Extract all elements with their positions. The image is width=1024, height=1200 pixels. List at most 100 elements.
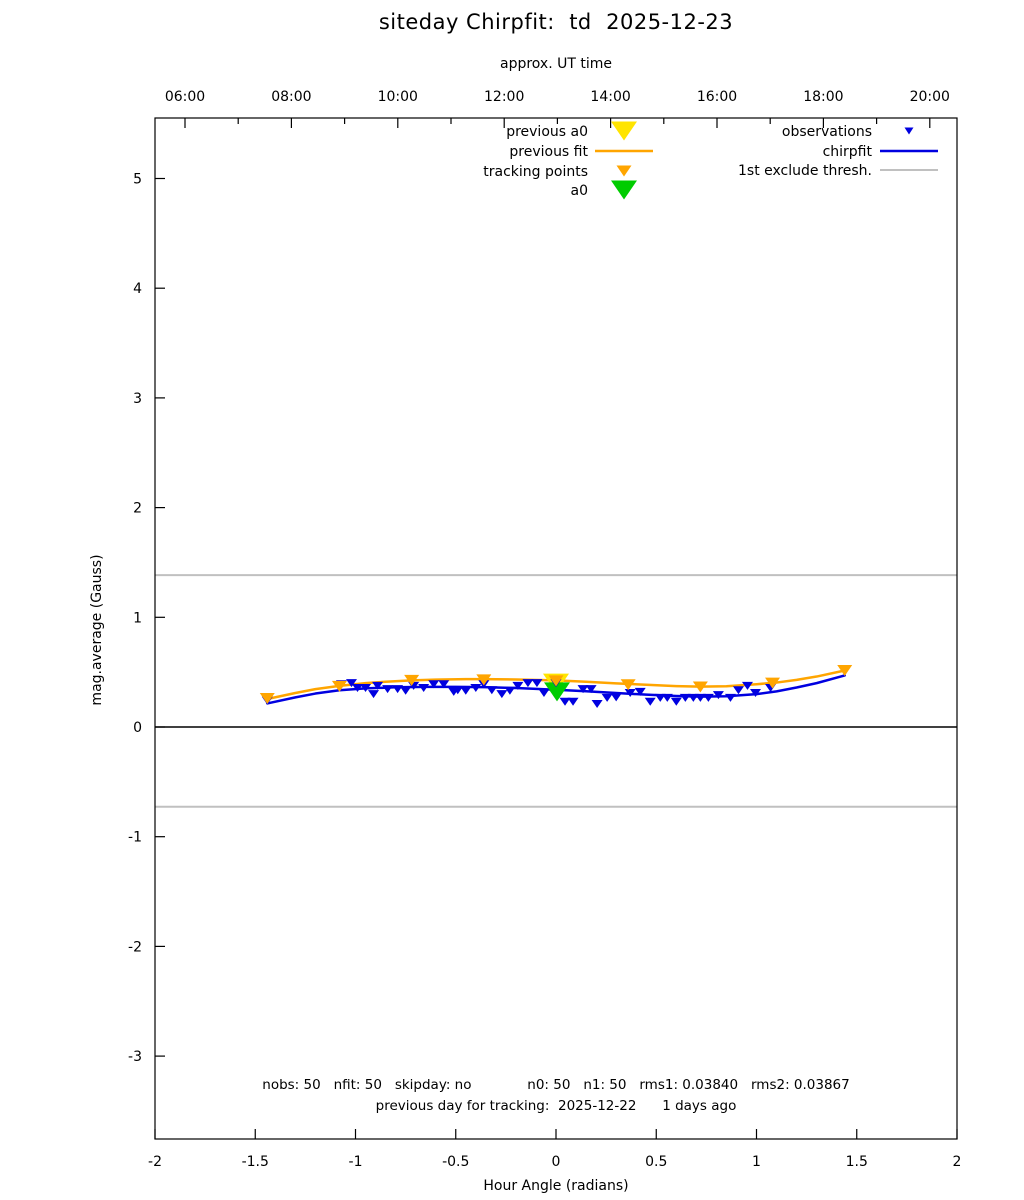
x-tick-label: 1.5 bbox=[846, 1154, 868, 1170]
observation-marker bbox=[567, 697, 579, 706]
observation-marker bbox=[724, 693, 736, 702]
observation-marker bbox=[360, 684, 372, 693]
legend-label: a0 bbox=[571, 183, 589, 199]
tracking-point-marker bbox=[620, 679, 636, 691]
observation-marker bbox=[372, 681, 384, 690]
observation-marker bbox=[749, 688, 761, 697]
y-tick-label: 0 bbox=[133, 720, 142, 736]
observation-marker bbox=[460, 686, 472, 695]
chart-title: siteday Chirpfit: td 2025-12-23 bbox=[378, 10, 734, 34]
y-tick-label: 2 bbox=[133, 501, 142, 517]
observation-marker bbox=[591, 699, 603, 708]
observation-marker bbox=[741, 681, 753, 690]
observation-marker bbox=[634, 687, 646, 696]
observation-marker bbox=[428, 680, 440, 689]
legend-label: previous fit bbox=[509, 144, 588, 160]
observation-marker bbox=[702, 693, 714, 702]
observation-marker bbox=[392, 685, 404, 694]
tracking-point-marker bbox=[548, 675, 564, 687]
ut-tick-label: 20:00 bbox=[910, 89, 950, 105]
observation-marker bbox=[352, 684, 364, 693]
observation-marker bbox=[679, 693, 691, 702]
tracking-point-marker bbox=[476, 674, 492, 686]
chirpfit-line bbox=[266, 674, 846, 705]
stats-line-2: previous day for tracking: 2025-12-22 1 … bbox=[375, 1098, 737, 1114]
x-tick-label: 2 bbox=[953, 1154, 962, 1170]
observation-marker bbox=[577, 685, 589, 694]
observation-marker bbox=[694, 693, 706, 702]
observation-marker bbox=[504, 686, 516, 695]
y-tick-label: -1 bbox=[128, 830, 142, 846]
a0-marker bbox=[544, 682, 571, 702]
observation-marker bbox=[531, 679, 543, 688]
observation-marker bbox=[654, 693, 666, 702]
observation-marker bbox=[585, 685, 597, 694]
tracking-point-marker bbox=[837, 665, 853, 677]
legend-yellow-triangle-icon bbox=[611, 121, 637, 141]
observation-marker bbox=[601, 693, 613, 702]
ut-tick-label: 14:00 bbox=[590, 89, 630, 105]
tracking-point-marker bbox=[331, 680, 347, 692]
observation-marker bbox=[522, 679, 534, 688]
ut-tick-label: 16:00 bbox=[697, 89, 737, 105]
ut-tick-label: 06:00 bbox=[165, 89, 205, 105]
tracking-point-marker bbox=[765, 677, 781, 689]
y-tick-label: 5 bbox=[133, 172, 142, 188]
observation-marker bbox=[400, 686, 412, 695]
observation-marker bbox=[368, 690, 380, 699]
y-axis-title: mag.average (Gauss) bbox=[89, 554, 105, 706]
observation-marker bbox=[559, 697, 571, 706]
observation-marker bbox=[712, 691, 724, 700]
observation-marker bbox=[438, 680, 450, 689]
observation-marker bbox=[496, 690, 508, 699]
observation-marker bbox=[486, 686, 498, 695]
observation-marker bbox=[624, 688, 636, 697]
x-tick-label: -2 bbox=[148, 1154, 162, 1170]
stats-line-1: nobs: 50 nfit: 50 skipday: no n0: 50 n1:… bbox=[262, 1077, 850, 1093]
ut-tick-label: 08:00 bbox=[271, 89, 311, 105]
ut-tick-label: 10:00 bbox=[378, 89, 418, 105]
x-tick-label: -0.5 bbox=[442, 1154, 469, 1170]
observation-marker bbox=[538, 688, 550, 697]
observation-marker bbox=[512, 681, 524, 690]
legend-blue-triangle-icon bbox=[904, 127, 914, 135]
legend-orange-triangle-icon bbox=[616, 165, 632, 177]
ut-tick-label: 18:00 bbox=[803, 89, 843, 105]
observation-marker bbox=[452, 686, 464, 695]
observation-marker bbox=[418, 684, 430, 693]
legend-label: observations bbox=[782, 124, 872, 140]
x-tick-label: 1 bbox=[752, 1154, 761, 1170]
tracking-point-marker bbox=[692, 681, 708, 693]
x-axis-title: Hour Angle (radians) bbox=[483, 1178, 629, 1194]
observation-marker bbox=[382, 685, 394, 694]
observation-marker bbox=[661, 693, 673, 702]
observation-marker bbox=[670, 697, 682, 706]
x-tick-label: -1.5 bbox=[242, 1154, 269, 1170]
x-tick-label: 0.5 bbox=[645, 1154, 667, 1170]
observation-marker bbox=[610, 693, 622, 702]
legend-label: 1st exclude thresh. bbox=[738, 163, 872, 179]
observation-marker bbox=[345, 679, 357, 688]
x-tick-label: -1 bbox=[349, 1154, 363, 1170]
y-tick-label: 3 bbox=[133, 391, 142, 407]
observation-marker bbox=[732, 686, 744, 695]
x-tick-label: 0 bbox=[552, 1154, 561, 1170]
observation-marker bbox=[644, 697, 656, 706]
y-tick-label: -3 bbox=[128, 1049, 142, 1065]
legend-label: chirpfit bbox=[823, 144, 873, 160]
legend-label: tracking points bbox=[483, 164, 588, 180]
observation-marker bbox=[470, 684, 482, 693]
tracking-point-marker bbox=[259, 692, 275, 704]
ut-tick-label: 12:00 bbox=[484, 89, 524, 105]
observation-marker bbox=[687, 693, 699, 702]
top-axis-title: approx. UT time bbox=[500, 56, 612, 72]
y-tick-label: -2 bbox=[128, 939, 142, 955]
tracking-point-marker bbox=[404, 674, 420, 686]
y-tick-label: 1 bbox=[133, 610, 142, 626]
y-tick-label: 4 bbox=[133, 281, 142, 297]
legend-label: previous a0 bbox=[506, 124, 588, 140]
legend-green-triangle-icon bbox=[611, 180, 637, 200]
